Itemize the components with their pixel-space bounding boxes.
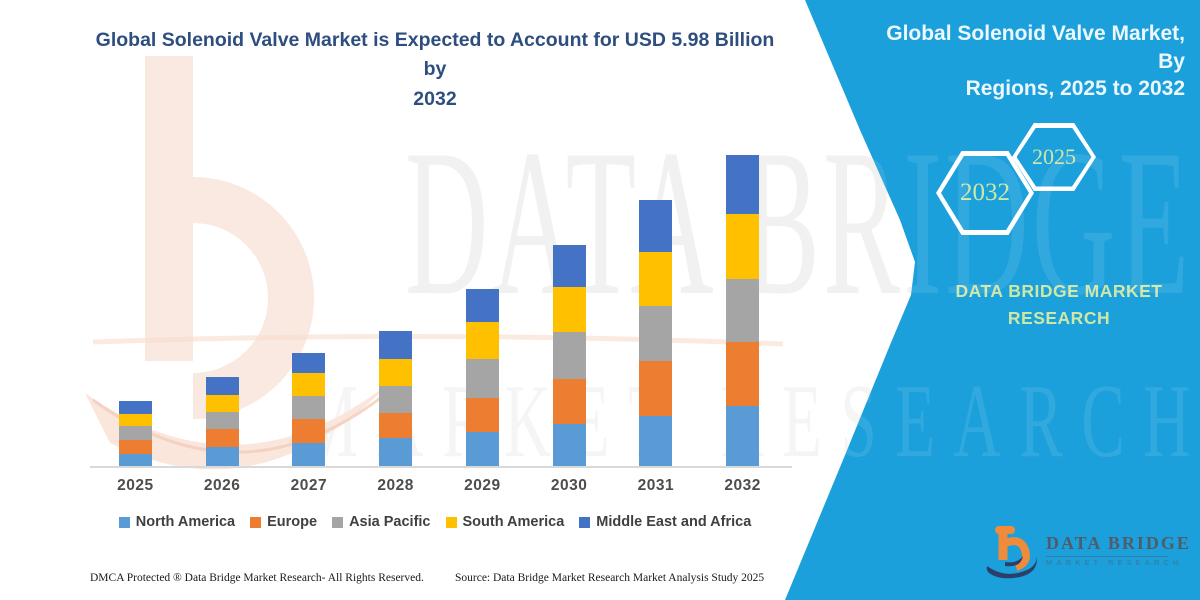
bar-column-2030 (526, 244, 613, 466)
x-axis-label-2030: 2030 (550, 477, 588, 494)
legend-swatch-north-america (118, 516, 130, 528)
legend-item-asia-pacific: Asia Pacific (332, 514, 431, 530)
legend-swatch-asia-pacific (332, 516, 344, 528)
legend-item-middle-east-and-africa: Middle East and Africa (579, 514, 751, 530)
x-axis-label-2025: 2025 (117, 477, 154, 494)
bar-stack-2027 (292, 353, 326, 466)
x-axis-label-2028: 2028 (377, 477, 414, 494)
bar-2032-asia-pacific (726, 278, 760, 343)
bar-2029-north-america (465, 432, 499, 466)
bar-2026-asia-pacific (205, 411, 239, 430)
databridge-logo-subtitle: MARKET RESEARCH (1046, 558, 1183, 567)
bar-2027-europe (292, 419, 326, 444)
x-axis-label-2032: 2032 (724, 477, 761, 494)
x-axis-label-2026: 2026 (203, 477, 241, 494)
bar-column-2026 (179, 377, 266, 466)
legend-label-middle-east-and-africa: Middle East and Africa (596, 514, 752, 530)
bar-chart-plot-area (92, 155, 786, 466)
watermark-arc (92, 333, 784, 347)
x-axis-label-2029: 2029 (464, 477, 501, 494)
bar-2030-north-america (552, 424, 586, 466)
bar-2031-south-america (639, 252, 673, 306)
chart-legend: North America Europe Asia Pacific South Ame… (85, 514, 785, 530)
bar-2030-europe (552, 379, 586, 425)
bar-stack-2030 (552, 244, 586, 466)
bar-stack-2031 (639, 199, 673, 466)
footer-dmca-text: DMCA Protected ® Data Bridge Market Rese… (90, 572, 424, 584)
bar-2026-middle-east-and-africa (205, 377, 239, 396)
legend-label-asia-pacific: Asia Pacific (349, 514, 431, 530)
panel-title-line1: Global Solenoid Valve Market, By (886, 22, 1185, 73)
bar-2029-europe (465, 397, 499, 433)
bar-2025-europe (118, 440, 152, 454)
bar-stack-2028 (379, 330, 413, 466)
legend-item-south-america: South America (445, 514, 565, 530)
panel-title: Global Solenoid Valve Market, By Regions… (855, 20, 1185, 103)
bar-2027-south-america (292, 373, 326, 397)
legend-label-south-america: South America (462, 514, 565, 530)
bar-2028-asia-pacific (379, 386, 413, 413)
bar-2030-asia-pacific (552, 332, 586, 380)
bar-column-2027 (266, 353, 353, 466)
legend-label-north-america: North America (135, 514, 236, 530)
bar-2029-asia-pacific (465, 359, 499, 398)
bar-stack-2029 (465, 289, 499, 466)
bar-2031-middle-east-and-africa (639, 199, 673, 253)
bar-2025-middle-east-and-africa (118, 400, 152, 414)
bar-2031-north-america (639, 416, 673, 466)
bar-2026-north-america (205, 446, 239, 466)
databridge-logo-name: DATA BRIDGE (1046, 533, 1189, 557)
bar-2029-middle-east-and-africa (465, 289, 499, 323)
bar-2027-north-america (292, 443, 326, 466)
bar-2032-europe (726, 342, 760, 407)
bar-2032-south-america (726, 214, 760, 279)
panel-brand-text: DATA BRIDGE MARKET RESEARCH (928, 278, 1190, 332)
x-axis-labels: 2025 2026 2027 2028 2029 2030 2031 2032 (92, 477, 786, 495)
databridge-logo-icon (986, 526, 1038, 579)
bar-2027-asia-pacific (292, 396, 326, 420)
bar-stack-2025 (118, 400, 152, 466)
bar-2030-middle-east-and-africa (552, 244, 586, 288)
bar-column-2025 (92, 400, 179, 466)
bar-2029-south-america (465, 322, 499, 360)
bar-2028-europe (379, 412, 413, 438)
bar-2026-europe (205, 429, 239, 447)
bar-2032-north-america (726, 406, 760, 466)
legend-label-europe: Europe (267, 514, 318, 530)
bar-2031-europe (639, 361, 673, 417)
panel-brand-line2: RESEARCH (1007, 308, 1111, 329)
bar-2031-asia-pacific (639, 305, 673, 362)
chart-title-line1: Global Solenoid Valve Market is Expected… (95, 29, 775, 81)
legend-swatch-middle-east-and-africa (579, 516, 591, 528)
x-axis-label-2027: 2027 (290, 477, 328, 494)
x-axis-line (90, 466, 792, 468)
legend-swatch-south-america (445, 516, 457, 528)
chart-title: Global Solenoid Valve Market is Expected… (85, 26, 785, 114)
bar-column-2031 (613, 199, 700, 466)
chart-title-line2: 2032 (413, 87, 457, 110)
legend-swatch-europe (250, 516, 262, 528)
panel-title-line2: Regions, 2025 to 2032 (965, 77, 1185, 101)
bar-column-2032 (699, 155, 786, 466)
bar-2030-south-america (552, 287, 586, 333)
bar-2028-middle-east-and-africa (379, 330, 413, 359)
bar-2025-north-america (118, 453, 152, 466)
panel-brand-line1: DATA BRIDGE MARKET (955, 281, 1163, 301)
bar-2027-middle-east-and-africa (292, 353, 326, 374)
bar-2025-south-america (118, 414, 152, 426)
bar-stack-2026 (205, 377, 239, 466)
bar-column-2029 (439, 289, 526, 466)
bar-2028-north-america (379, 437, 413, 466)
bar-2025-asia-pacific (118, 426, 152, 440)
bar-2032-middle-east-and-africa (726, 155, 760, 215)
bar-2028-south-america (379, 358, 413, 387)
legend-item-north-america: North America (118, 514, 236, 530)
bar-2026-south-america (205, 395, 239, 412)
footer-source-text: Source: Data Bridge Market Research Mark… (455, 572, 765, 584)
x-axis-label-2031: 2031 (637, 477, 675, 494)
legend-item-europe: Europe (250, 514, 317, 530)
bar-stack-2032 (726, 155, 760, 466)
bar-column-2028 (352, 330, 439, 466)
